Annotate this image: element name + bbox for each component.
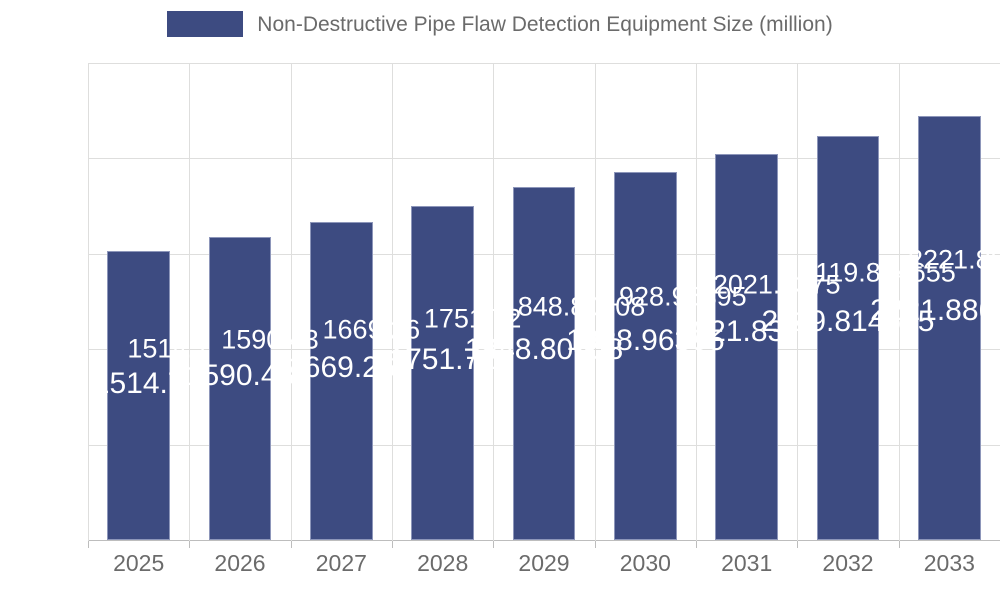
bar[interactable] xyxy=(411,205,475,540)
x-axis-tick-label: 2031 xyxy=(721,550,773,576)
bar[interactable] xyxy=(309,221,373,540)
x-axis-tick-label: 2033 xyxy=(923,550,975,576)
bar[interactable] xyxy=(613,171,677,540)
x-axis-tick-mark xyxy=(88,541,89,548)
gridline-vertical xyxy=(88,63,89,541)
x-axis-tick-mark xyxy=(797,541,798,548)
bar[interactable] xyxy=(715,154,779,540)
bar[interactable] xyxy=(512,187,576,540)
chart-legend: Non-Destructive Pipe Flaw Detection Equi… xyxy=(0,0,1000,48)
x-axis-tick-mark xyxy=(595,541,596,548)
x-axis-tick-mark xyxy=(493,541,494,548)
x-axis-tick-label: 2032 xyxy=(822,550,874,576)
gridline-vertical xyxy=(493,63,494,541)
x-axis-tick-label: 2028 xyxy=(417,550,469,576)
gridline-vertical xyxy=(291,63,292,541)
bar[interactable] xyxy=(917,116,981,540)
x-axis-tick-mark xyxy=(291,541,292,548)
x-axis-tick-label: 2026 xyxy=(214,550,266,576)
gridline-horizontal xyxy=(88,158,1000,160)
bar[interactable] xyxy=(816,135,880,540)
legend-swatch-series-1[interactable] xyxy=(167,11,244,37)
bar[interactable] xyxy=(208,236,272,540)
x-axis-tick-mark xyxy=(189,541,190,548)
x-axis-tick-label: 2030 xyxy=(619,550,671,576)
x-axis-tick-mark xyxy=(899,541,900,548)
gridline-vertical xyxy=(392,63,393,541)
legend-label-series-1: Non-Destructive Pipe Flaw Detection Equi… xyxy=(257,12,833,36)
gridline-horizontal xyxy=(88,63,1000,64)
gridline-vertical xyxy=(696,63,697,541)
x-axis-tick-mark xyxy=(392,541,393,548)
gridline-vertical xyxy=(899,63,900,541)
gridline-vertical xyxy=(797,63,798,541)
gridline-vertical xyxy=(189,63,190,541)
plot-area: 0500100015002000250020252026202720282029… xyxy=(88,63,1000,576)
x-axis-tick-mark xyxy=(696,541,697,548)
x-axis-tick-label: 2025 xyxy=(113,550,165,576)
x-axis-tick-label: 2027 xyxy=(315,550,367,576)
gridline-vertical xyxy=(595,63,596,541)
bar[interactable] xyxy=(107,251,171,540)
x-axis-line xyxy=(88,540,1000,541)
x-axis-tick-label: 2029 xyxy=(518,550,570,576)
